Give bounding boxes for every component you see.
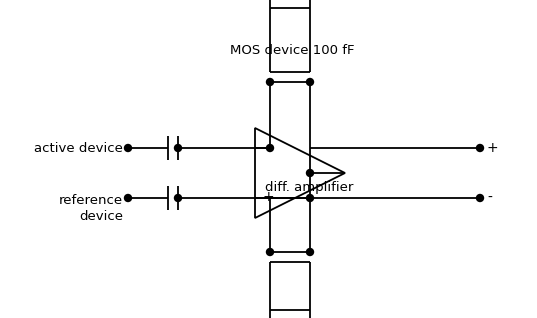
- Circle shape: [266, 79, 273, 86]
- Circle shape: [307, 248, 314, 255]
- Text: +: +: [487, 141, 499, 155]
- Circle shape: [125, 195, 132, 202]
- Text: diff. amplifier: diff. amplifier: [265, 181, 353, 194]
- Circle shape: [307, 169, 314, 176]
- Circle shape: [175, 144, 182, 151]
- Circle shape: [125, 144, 132, 151]
- Circle shape: [266, 144, 273, 151]
- Circle shape: [476, 195, 483, 202]
- Circle shape: [307, 79, 314, 86]
- Text: -: -: [263, 142, 268, 156]
- Text: +: +: [263, 190, 274, 204]
- Circle shape: [476, 144, 483, 151]
- Circle shape: [307, 195, 314, 202]
- Text: -: -: [487, 191, 492, 205]
- Text: MOS device 100 fF: MOS device 100 fF: [230, 44, 354, 57]
- Circle shape: [175, 195, 182, 202]
- Text: reference
device: reference device: [59, 194, 123, 223]
- Circle shape: [266, 248, 273, 255]
- Text: active device: active device: [34, 142, 123, 155]
